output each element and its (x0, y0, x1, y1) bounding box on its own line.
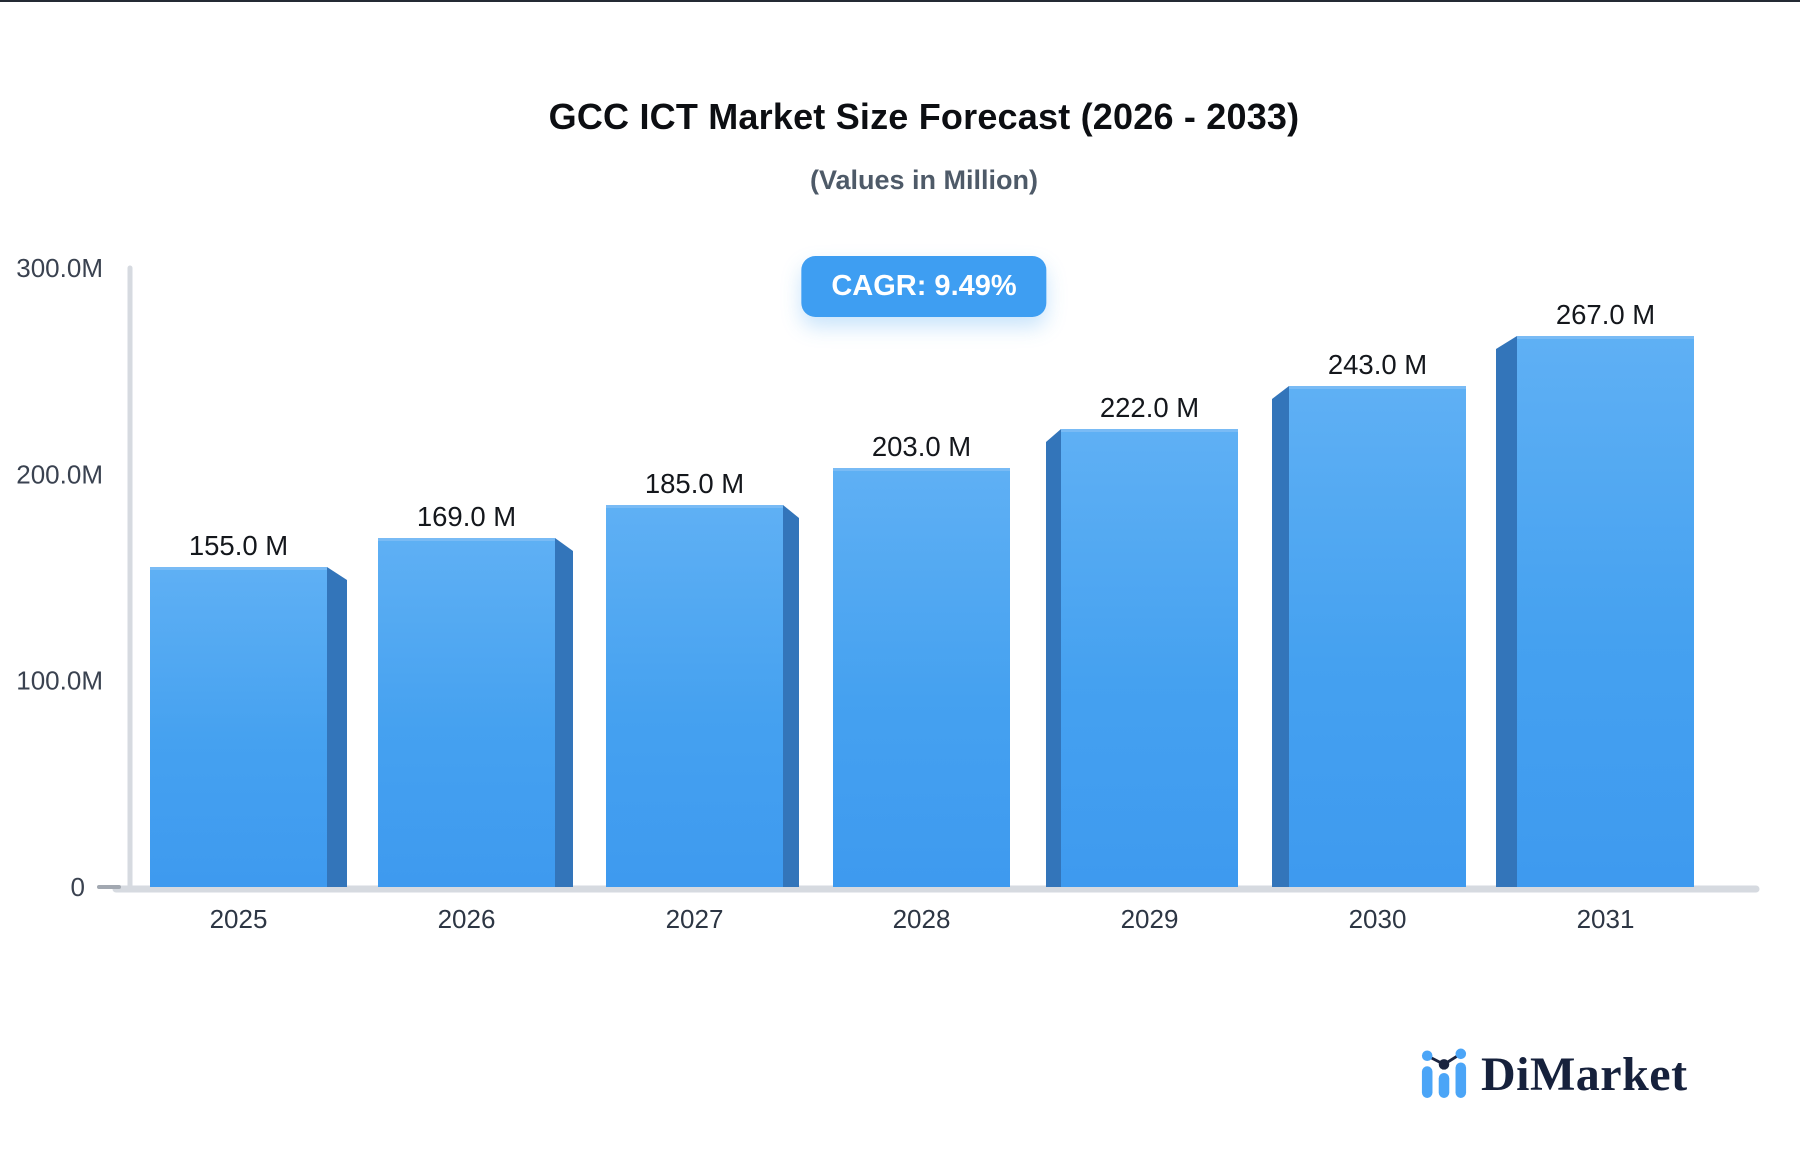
bar-top-highlight (606, 505, 783, 508)
chart-subtitle: (Values in Million) (809, 165, 1039, 195)
bar-side-face (1046, 429, 1061, 887)
bar-front-face (378, 538, 555, 887)
bar-top-highlight (1517, 336, 1694, 339)
x-axis-year-label: 2030 (1349, 904, 1407, 934)
bar-front-face (150, 567, 327, 887)
bar-2030: 243.0 M 2030 (1272, 349, 1466, 934)
bar-top-highlight (150, 567, 327, 570)
bar-value-label: 203.0 M (872, 431, 971, 462)
bar-front-face (606, 505, 783, 887)
bar-side-face (1496, 336, 1517, 887)
bar-value-label: 155.0 M (189, 530, 288, 561)
bar-value-label: 169.0 M (417, 501, 516, 532)
chart-title: GCC ICT Market Size Forecast (2026 - 203… (548, 96, 1300, 137)
top-edge-line (0, 0, 1800, 2)
y-axis-tick-label: 300.0M (16, 253, 103, 283)
bar-top-highlight (1289, 386, 1466, 389)
logo-dot-middle (1438, 1059, 1450, 1070)
y-axis-tick-label: 100.0M (16, 666, 103, 696)
dimarket-logo-text: DiMarket (1481, 1048, 1688, 1101)
logo-bar-left (1421, 1066, 1433, 1098)
bar-top-highlight (1061, 429, 1238, 432)
bar-top-highlight (833, 468, 1010, 471)
bar-front-face (1289, 386, 1466, 887)
bar-2028: 203.0 M 2028 (833, 431, 1010, 934)
bar-front-face (833, 468, 1010, 887)
x-axis-year-label: 2029 (1121, 904, 1179, 934)
bar-2029: 222.0 M 2029 (1046, 392, 1238, 934)
bar-value-label: 185.0 M (645, 468, 744, 499)
bar-value-label: 222.0 M (1100, 392, 1199, 423)
logo-dot-left (1421, 1050, 1433, 1061)
dimarket-logo: DiMarket (1420, 1046, 1688, 1100)
x-axis-year-label: 2027 (666, 904, 724, 934)
logo-bar-middle (1438, 1073, 1450, 1098)
bar-front-face (1061, 429, 1238, 887)
bar-2031: 267.0 M 2031 (1496, 299, 1694, 934)
bar-2026: 169.0 M 2026 (378, 501, 573, 934)
x-axis-year-label: 2026 (438, 904, 496, 934)
bar-2025: 155.0 M 2025 (150, 530, 347, 934)
x-axis-year-label: 2031 (1577, 904, 1635, 934)
bar-side-face (783, 505, 799, 887)
y-axis-tick-label: 200.0M (16, 459, 103, 489)
bar-2027: 185.0 M 2027 (606, 468, 799, 934)
x-axis-year-label: 2025 (210, 904, 268, 934)
logo-dot-right (1455, 1048, 1467, 1060)
bar-side-face (327, 567, 347, 887)
y-axis-tick-label: 0 (71, 872, 85, 902)
cagr-badge: CAGR: 9.49% (801, 256, 1047, 317)
bar-side-face (1272, 386, 1289, 887)
logo-bar-right (1455, 1062, 1467, 1098)
bar-top-highlight (378, 538, 555, 541)
bar-value-label: 243.0 M (1328, 349, 1427, 380)
x-axis-year-label: 2028 (893, 904, 951, 934)
bar-side-face (555, 538, 573, 887)
bar-front-face (1517, 336, 1694, 887)
dimarket-logo-icon (1421, 1048, 1467, 1098)
bar-value-label: 267.0 M (1556, 299, 1655, 330)
